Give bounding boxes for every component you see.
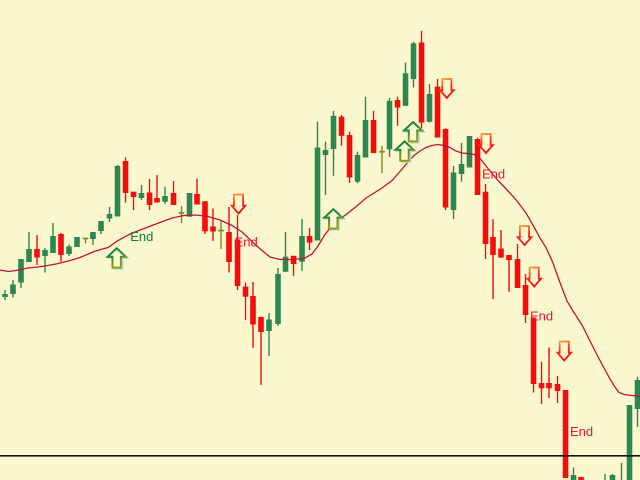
svg-text:End: End bbox=[570, 424, 593, 439]
svg-text:End: End bbox=[235, 235, 258, 250]
svg-text:End: End bbox=[482, 167, 505, 182]
svg-text:End: End bbox=[130, 229, 153, 244]
svg-text:End: End bbox=[530, 308, 553, 323]
